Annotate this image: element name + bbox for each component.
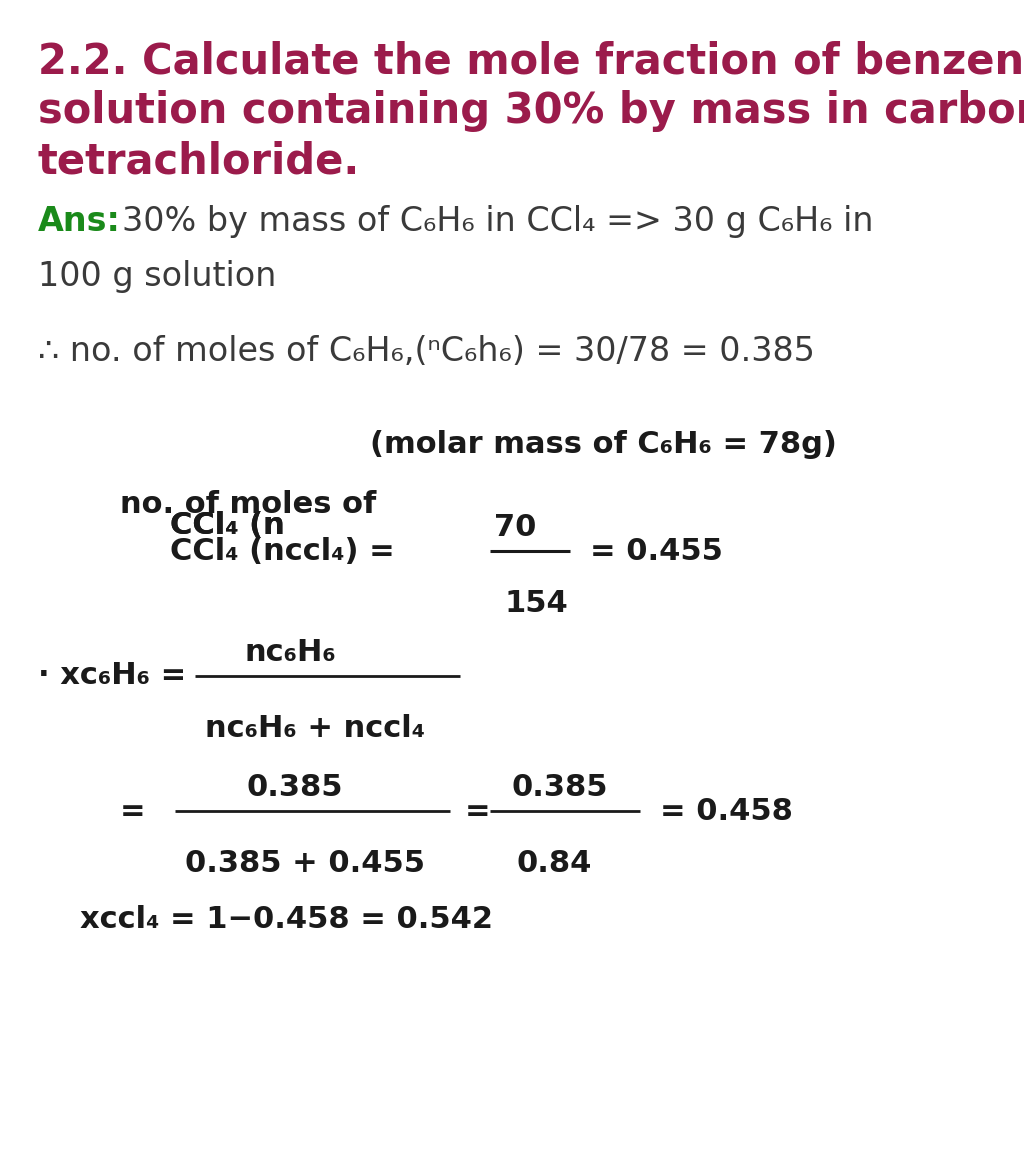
Text: nᴄ₆H₆ + nᴄᴄl₄: nᴄ₆H₆ + nᴄᴄl₄	[205, 714, 425, 744]
Text: 154: 154	[505, 589, 568, 618]
Text: = 0.455: = 0.455	[590, 536, 723, 566]
Text: 2.2. Calculate the mole fraction of benzene in: 2.2. Calculate the mole fraction of benz…	[38, 40, 1024, 82]
Text: no. of moles of: no. of moles of	[120, 489, 376, 519]
Text: · xᴄ₆H₆ =: · xᴄ₆H₆ =	[38, 662, 186, 691]
Text: nᴄ₆H₆: nᴄ₆H₆	[244, 638, 336, 667]
Text: xᴄᴄl₄ = 1−0.458 = 0.542: xᴄᴄl₄ = 1−0.458 = 0.542	[80, 905, 493, 934]
Text: 0.385: 0.385	[512, 773, 608, 802]
Text: CCl₄ (n: CCl₄ (n	[170, 511, 285, 540]
Text: solution containing 30% by mass in carbon: solution containing 30% by mass in carbo…	[38, 90, 1024, 132]
Text: 70: 70	[494, 513, 537, 542]
Text: tetrachloride.: tetrachloride.	[38, 141, 360, 182]
Text: 0.385: 0.385	[247, 773, 343, 802]
Text: =: =	[465, 796, 490, 826]
Text: 30% by mass of C₆H₆ in CCl₄ => 30 g C₆H₆ in: 30% by mass of C₆H₆ in CCl₄ => 30 g C₆H₆…	[122, 205, 873, 238]
Text: Ans:: Ans:	[38, 205, 121, 238]
Text: 100 g solution: 100 g solution	[38, 260, 276, 293]
Text: ∴ no. of moles of C₆H₆,(ⁿC₆h₆) = 30/78 = 0.385: ∴ no. of moles of C₆H₆,(ⁿC₆h₆) = 30/78 =…	[38, 335, 815, 368]
Text: (molar mass of C₆H₆ = 78g): (molar mass of C₆H₆ = 78g)	[370, 430, 837, 459]
Text: 0.385 + 0.455: 0.385 + 0.455	[185, 849, 425, 878]
Text: =: =	[120, 796, 145, 826]
Text: CCl₄ (nᴄᴄl₄) =: CCl₄ (nᴄᴄl₄) =	[170, 536, 394, 566]
Text: 0.84: 0.84	[516, 849, 592, 878]
Text: = 0.458: = 0.458	[660, 796, 793, 826]
Text: CCl₄ (n: CCl₄ (n	[170, 511, 285, 540]
